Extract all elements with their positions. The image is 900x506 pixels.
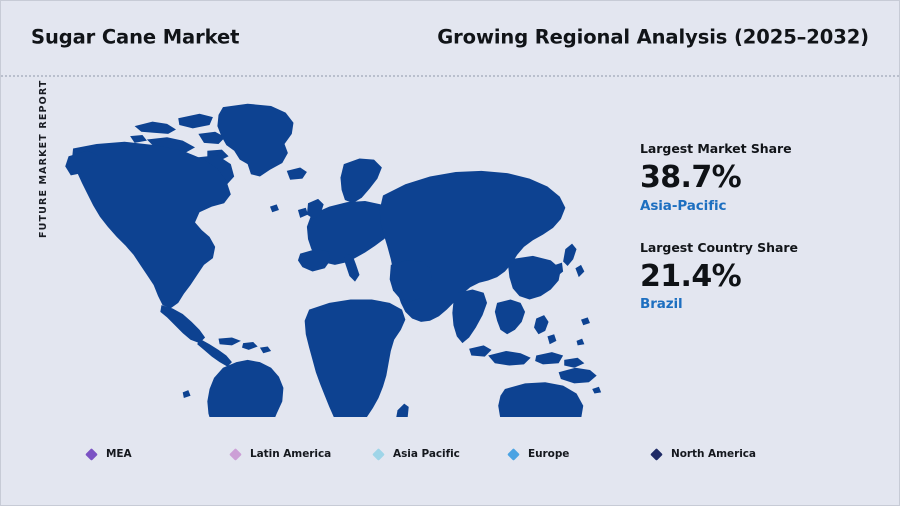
central-america-shape [197,338,232,367]
north-america-shape [71,141,231,309]
map-land-layer [65,103,602,417]
italy-shape [343,253,360,282]
page-title: Sugar Cane Market [31,25,240,49]
arctic-islands-shape [130,113,229,180]
iberia-shape [297,249,331,272]
stat-region-market-share: Asia-Pacific [640,197,727,214]
japan-shape [563,243,585,278]
stat-block-country-share: Largest Country Share 21.4% Brazil [640,240,880,313]
legend-label-asia-pacific: Asia Pacific [393,448,460,460]
header: Sugar Cane Market Growing Regional Analy… [1,1,899,75]
map-legend: MEA Latin America Asia Pacific Europe No… [85,447,827,468]
new-guinea-shape [558,367,597,384]
legend-label-north-america: North America [671,448,756,460]
legend-diamond-icon-mea [85,447,98,461]
stats-panel: Largest Market Share 38.7% Asia-Pacific … [640,141,880,338]
stat-label-market-share: Largest Market Share [640,141,792,156]
caribbean-islands-shape [218,337,272,354]
europe-shape [306,201,397,265]
legend-item-mea: MEA [85,447,132,461]
australia-shape [498,382,584,417]
india-shape [452,289,488,344]
legend-item-north-america: North America [650,447,756,461]
legend-label-europe: Europe [528,448,570,460]
world-map-svg [65,103,602,417]
southeast-asia-shape [494,299,526,335]
legend-label-latin-america: Latin America [250,448,332,460]
korea-shape [554,262,564,277]
legend-label-mea: MEA [106,448,132,460]
legend-diamond-icon-north-america [650,447,663,461]
world-map [63,97,628,417]
legend-item-asia-pacific: Asia Pacific [372,447,460,461]
greenland-shape [217,103,294,177]
south-america-shape [207,359,284,417]
legend-item-latin-america: Latin America [229,447,332,461]
header-subtitle: Growing Regional Analysis (2025–2032) [437,25,869,49]
legend-diamond-icon-latin-america [229,447,242,461]
iceland-shape [286,167,307,180]
philippines-shape [534,315,557,345]
madagascar-shape [396,403,409,417]
china-east-shape [508,255,561,300]
stat-block-market-share: Largest Market Share 38.7% Asia-Pacific [640,141,880,214]
stat-value-country-share: 21.4% [640,258,742,294]
stat-label-country-share: Largest Country Share [640,239,798,255]
legend-diamond-icon-europe [507,447,520,461]
stat-value-market-share: 38.7% [640,160,742,195]
stat-region-country-share: Brazil [640,296,683,313]
british-isles-shape [297,198,324,219]
header-divider [1,75,899,77]
scandinavia-shape [340,158,382,204]
africa-shape [304,299,406,417]
brand-vertical-label: FUTURE MARKET REPORT [38,79,49,238]
indonesia-shape [469,345,585,368]
middle-east-shape [389,260,433,302]
alaska-shape [65,150,98,176]
mexico-shape [160,305,206,344]
legend-item-europe: Europe [507,447,570,461]
legend-diamond-icon-asia-pacific [372,447,385,461]
